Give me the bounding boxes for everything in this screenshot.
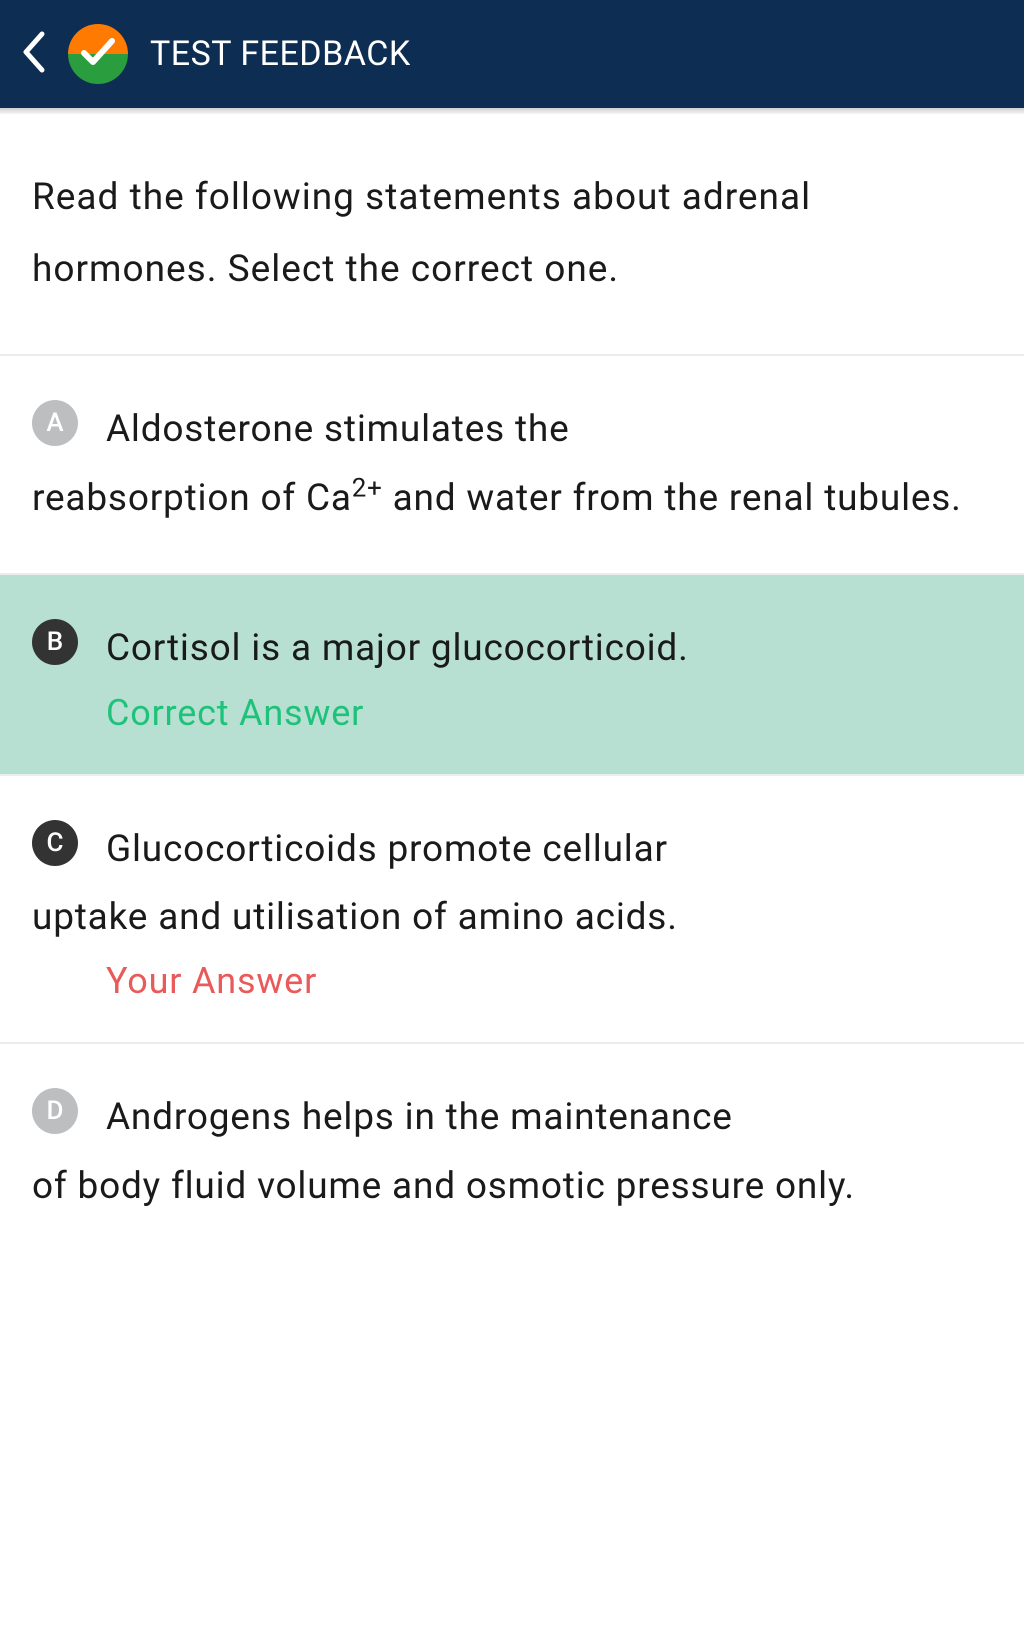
back-icon[interactable] (20, 30, 46, 78)
page-title: TEST FEEDBACK (150, 34, 411, 74)
option-c[interactable]: C Glucocorticoids promote cellular uptak… (0, 774, 1024, 1043)
app-logo-icon (68, 24, 128, 84)
option-letter-a: A (32, 400, 78, 446)
option-a[interactable]: A Aldosterone stimulates the reabsorptio… (0, 354, 1024, 573)
option-a-text-line2: reabsorption of Ca2+ and water from the … (32, 465, 992, 533)
option-c-text-line2: uptake and utilisation of amino acids. (32, 884, 992, 952)
option-c-text-line1: Glucocorticoids promote cellular (106, 816, 992, 884)
option-letter-d: D (32, 1088, 78, 1134)
correct-answer-label: Correct Answer (106, 692, 992, 734)
option-b-text: Cortisol is a major glucocorticoid. (106, 615, 992, 683)
option-letter-b: B (32, 619, 78, 665)
option-a-text-line1: Aldosterone stimulates the (106, 396, 992, 464)
option-d[interactable]: D Androgens helps in the maintenance of … (0, 1042, 1024, 1261)
option-b[interactable]: B Cortisol is a major glucocorticoid. Co… (0, 573, 1024, 773)
your-answer-label: Your Answer (106, 960, 992, 1002)
option-d-text-line1: Androgens helps in the maintenance (106, 1084, 992, 1152)
option-d-text-line2: of body fluid volume and osmotic pressur… (32, 1153, 992, 1221)
option-letter-c: C (32, 820, 78, 866)
question-block: Read the following statements about adre… (0, 114, 1024, 354)
app-header: TEST FEEDBACK (0, 0, 1024, 108)
question-text: Read the following statements about adre… (32, 162, 992, 306)
